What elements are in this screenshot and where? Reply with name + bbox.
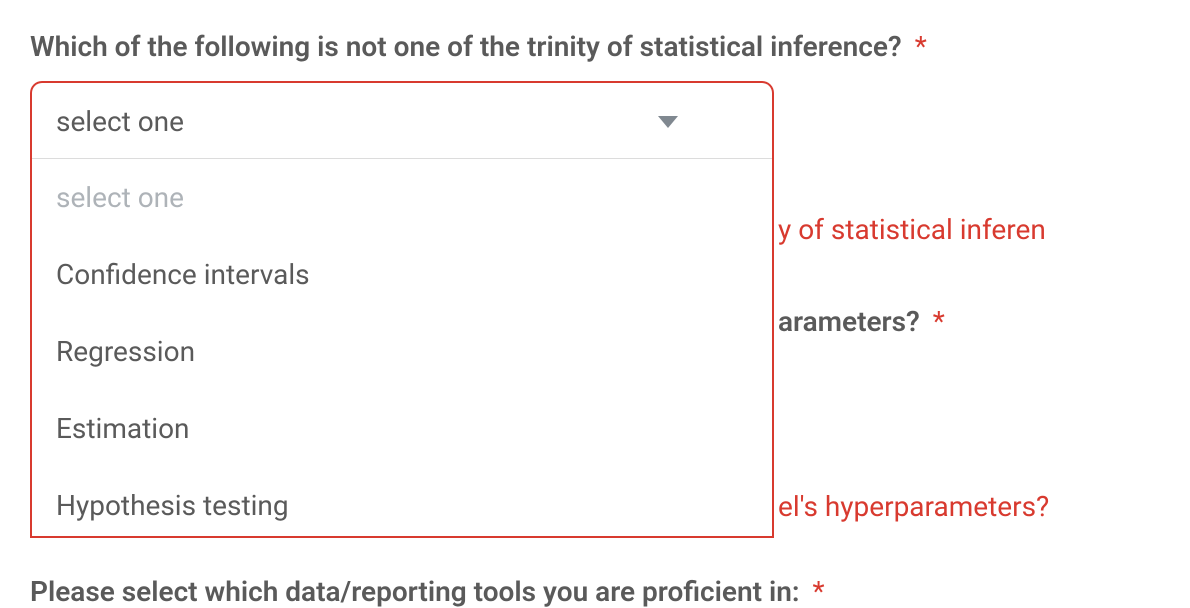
required-asterisk: * bbox=[915, 30, 927, 63]
question-2-fragment-text: arameters? bbox=[778, 305, 920, 338]
required-asterisk: * bbox=[933, 305, 945, 338]
dropdown-option-regression[interactable]: Regression bbox=[32, 313, 772, 390]
dropdown-selected-label: select one bbox=[56, 105, 184, 138]
question-1: Which of the following is not one of the… bbox=[30, 30, 1160, 63]
question-4-text: Please select which data/reporting tools… bbox=[30, 575, 800, 608]
required-asterisk: * bbox=[813, 575, 825, 608]
dropdown-option-confidence-intervals[interactable]: Confidence intervals bbox=[32, 236, 772, 313]
dropdown-trinity: select one select one Confidence interva… bbox=[30, 81, 774, 538]
dropdown-option-hypothesis-testing[interactable]: Hypothesis testing bbox=[32, 467, 772, 536]
question-1-text: Which of the following is not one of the… bbox=[30, 30, 902, 63]
background-error-fragment-1: y of statistical inferen bbox=[778, 213, 1046, 246]
dropdown-option-placeholder[interactable]: select one bbox=[32, 159, 772, 236]
dropdown-option-estimation[interactable]: Estimation bbox=[32, 390, 772, 467]
dropdown-options-list: select one Confidence intervals Regressi… bbox=[30, 159, 774, 538]
chevron-down-icon bbox=[658, 116, 678, 128]
dropdown-selected[interactable]: select one bbox=[30, 81, 774, 158]
question-4: Please select which data/reporting tools… bbox=[30, 575, 825, 608]
background-error-fragment-2: el's hyperparameters? bbox=[778, 490, 1049, 523]
background-question-2-fragment: arameters? * bbox=[778, 305, 945, 338]
